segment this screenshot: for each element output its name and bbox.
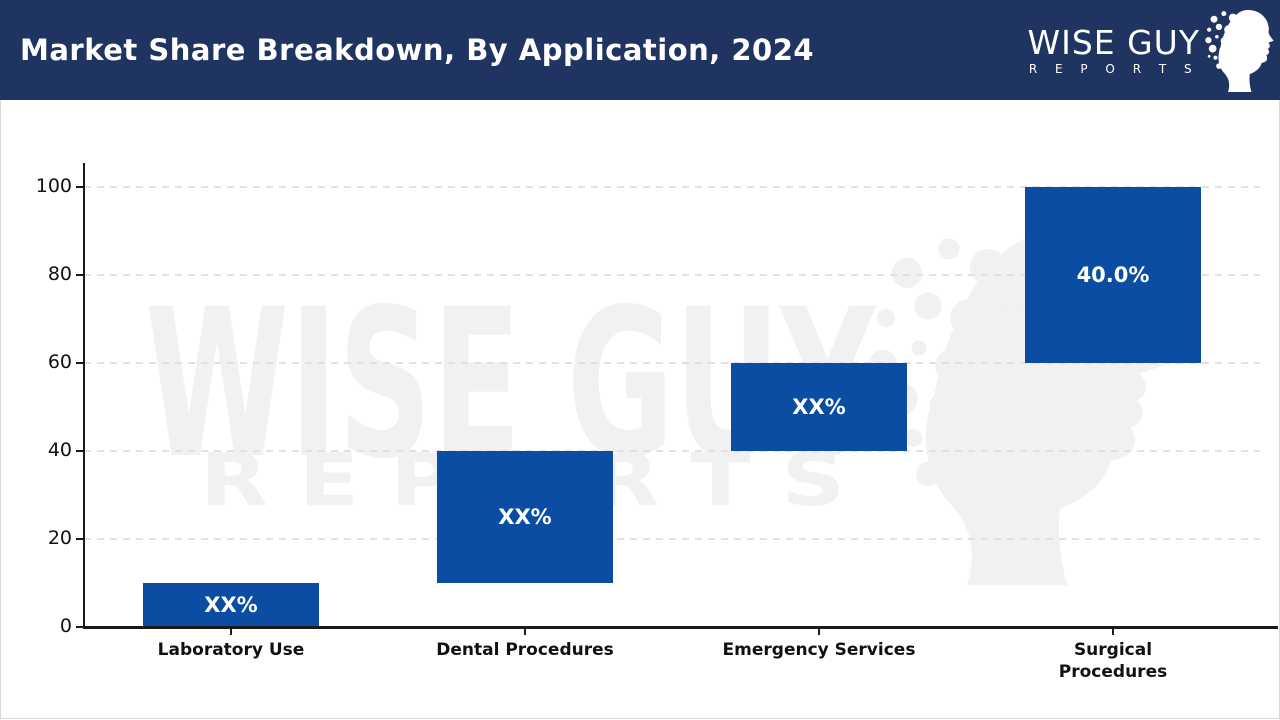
logo-wordmark: WISE GUY [1027,22,1200,62]
bar-value-label: 40.0% [1076,263,1150,287]
gridline-80 [84,274,1260,276]
bar-2: XX% [437,451,613,583]
bar-4: 40.0% [1025,187,1201,363]
gridline-20 [84,538,1260,540]
gridline-100 [84,186,1260,188]
logo-face-icon [1205,9,1274,92]
bar-value-label: XX% [792,395,846,419]
y-tick-mark-60 [76,362,83,364]
y-tick-label-40: 40 [47,439,72,461]
gridline-60 [84,362,1260,364]
y-tick-mark-0 [76,626,83,628]
x-tick-mark-1 [230,628,232,635]
x-category-label-4: Surgical Procedures [1058,640,1168,683]
bar-value-label: XX% [498,505,552,529]
y-tick-label-80: 80 [47,263,72,285]
x-category-label-2: Dental Procedures [436,640,614,660]
logo-subtitle: R E P O R T S [1028,61,1199,76]
y-tick-mark-80 [76,274,83,276]
x-tick-mark-3 [818,628,820,635]
bar-value-label: XX% [204,593,258,617]
x-category-label-1: Laboratory Use [157,640,305,660]
bar-1: XX% [143,583,319,627]
y-axis [83,163,85,627]
header-bar: Market Share Breakdown, By Application, … [0,0,1280,100]
x-tick-mark-4 [1112,628,1114,635]
gridline-40 [84,450,1260,452]
page-title: Market Share Breakdown, By Application, … [20,33,815,67]
y-tick-mark-40 [76,450,83,452]
logo-text: WISE GUY R E P O R T S [1027,26,1200,75]
y-tick-label-20: 20 [47,527,72,549]
bar-3: XX% [731,363,907,451]
y-tick-label-0: 0 [59,615,72,637]
x-axis [83,626,1278,629]
x-category-label-3: Emergency Services [722,640,916,660]
y-tick-label-100: 100 [35,175,72,197]
y-tick-mark-100 [76,186,83,188]
y-tick-mark-20 [76,538,83,540]
x-tick-mark-2 [524,628,526,635]
y-tick-label-60: 60 [47,351,72,373]
wise-guy-reports-logo: WISE GUY R E P O R T S [1027,8,1278,92]
